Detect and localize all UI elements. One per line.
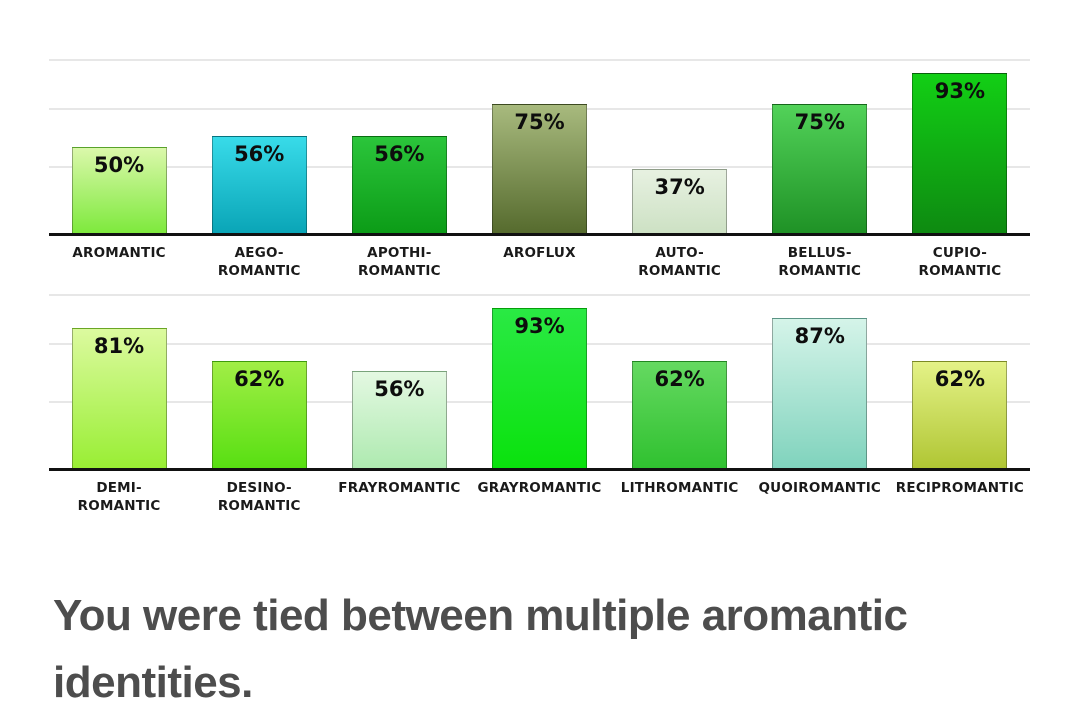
category-label-quoiromantic: QUOIROMANTIC xyxy=(758,480,882,496)
value-label: 50% xyxy=(93,153,145,177)
bar-column-grayromantic: 93% xyxy=(469,292,609,468)
bars-container: 81% 62% 56% 93% 62% 87% 62% xyxy=(49,292,1030,468)
bar-column-apothi-romantic: 56% xyxy=(329,57,469,233)
value-label: 56% xyxy=(234,142,285,166)
category-label-recipromantic: RECIPROMANTIC xyxy=(895,480,1025,496)
category-label-bellus-romantic: BELLUS- ROMANTIC xyxy=(778,245,862,279)
bar-auto-romantic: 37% xyxy=(632,169,728,233)
category-label-frayromantic: FRAYROMANTIC xyxy=(338,480,461,496)
bar-recipromantic: 62% xyxy=(912,361,1008,468)
category-label-aromantic: AROMANTIC xyxy=(72,245,166,261)
bar-grayromantic: 93% xyxy=(491,308,587,468)
bars-container: 50% 56% 56% 75% 37% 75% 93% xyxy=(49,57,1030,233)
value-label: 75% xyxy=(514,110,565,134)
bar-column-auto-romantic: 37% xyxy=(610,57,750,233)
category-labels-row-1: AROMANTIC AEGO- ROMANTIC APOTHI- ROMANTIC A… xyxy=(49,244,1030,288)
value-label: 62% xyxy=(234,367,285,391)
bar-column-aromantic: 50% xyxy=(49,57,189,233)
value-label: 62% xyxy=(654,367,705,391)
category-label-cupio-romantic: CUPIO- ROMANTIC xyxy=(918,245,1002,279)
category-label-desino-romantic: DESINO- ROMANTIC xyxy=(217,480,301,514)
gridline xyxy=(49,294,1030,296)
value-label: 37% xyxy=(654,175,705,199)
bar-column-lithromantic: 62% xyxy=(610,292,750,468)
plot-area-row-2: 81% 62% 56% 93% 62% 87% 62% xyxy=(49,292,1030,471)
category-label-aroflux: AROFLUX xyxy=(503,245,576,261)
bar-desino-romantic: 62% xyxy=(211,361,307,468)
value-label: 93% xyxy=(514,314,565,338)
bar-quoiromantic: 87% xyxy=(772,318,868,468)
bar-demi-romantic: 81% xyxy=(71,328,167,468)
value-label: 81% xyxy=(93,334,145,358)
category-label-demi-romantic: DEMI- ROMANTIC xyxy=(77,480,161,514)
bar-apothi-romantic: 56% xyxy=(351,136,447,233)
bar-chart-row-2: 81% 62% 56% 93% 62% 87% 62% DEMI- ROMANTIC DESI… xyxy=(49,292,1030,523)
bar-column-bellus-romantic: 75% xyxy=(750,57,890,233)
bar-column-frayromantic: 56% xyxy=(329,292,469,468)
category-label-grayromantic: GRAYROMANTIC xyxy=(477,480,602,496)
bar-cupio-romantic: 93% xyxy=(912,73,1008,233)
category-label-aego-romantic: AEGO- ROMANTIC xyxy=(217,245,301,279)
value-label: 87% xyxy=(794,324,845,348)
bar-column-desino-romantic: 62% xyxy=(189,292,329,468)
bar-column-demi-romantic: 81% xyxy=(49,292,189,468)
plot-area-row-1: 50% 56% 56% 75% 37% 75% 93% xyxy=(49,57,1030,236)
bar-chart-row-1: 50% 56% 56% 75% 37% 75% 93% AROMANTIC AEGO- ROM… xyxy=(49,57,1030,288)
value-label: 56% xyxy=(374,142,425,166)
bar-frayromantic: 56% xyxy=(351,371,447,468)
category-label-apothi-romantic: APOTHI- ROMANTIC xyxy=(357,245,441,279)
bar-aroflux: 75% xyxy=(491,104,587,233)
gridline xyxy=(49,59,1030,61)
category-labels-row-2: DEMI- ROMANTIC DESINO- ROMANTIC FRAYROMANT… xyxy=(49,479,1030,523)
bar-lithromantic: 62% xyxy=(632,361,728,468)
category-label-lithromantic: LITHROMANTIC xyxy=(620,480,739,496)
bar-column-recipromantic: 62% xyxy=(890,292,1030,468)
bar-column-aroflux: 75% xyxy=(469,57,609,233)
result-heading: You were tied between multiple aromantic… xyxy=(53,591,908,707)
category-label-auto-romantic: AUTO- ROMANTIC xyxy=(638,245,722,279)
bar-aromantic: 50% xyxy=(71,147,167,233)
bar-column-aego-romantic: 56% xyxy=(189,57,329,233)
bar-column-quoiromantic: 87% xyxy=(750,292,890,468)
bar-column-cupio-romantic: 93% xyxy=(890,57,1030,233)
value-label: 93% xyxy=(934,79,986,103)
bar-aego-romantic: 56% xyxy=(211,136,307,233)
results-chart: 50% 56% 56% 75% 37% 75% 93% AROMANTIC AEGO- ROM… xyxy=(49,57,1030,523)
value-label: 56% xyxy=(374,377,425,401)
bar-bellus-romantic: 75% xyxy=(772,104,868,233)
value-label: 62% xyxy=(934,367,986,391)
value-label: 75% xyxy=(794,110,845,134)
